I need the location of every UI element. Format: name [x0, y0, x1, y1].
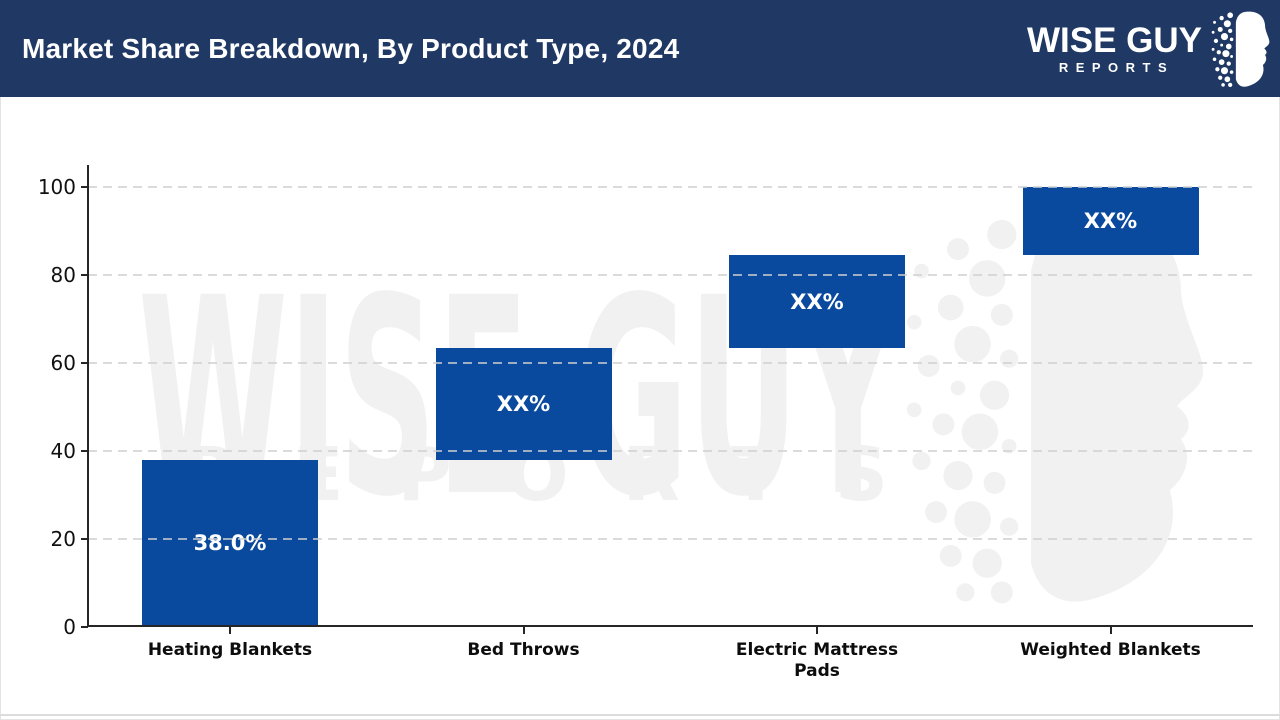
bar-value-label: 38.0%: [193, 531, 267, 556]
y-axis-tick: [81, 538, 88, 540]
gridline-y-100: [88, 186, 1252, 188]
bar-value-label: XX%: [496, 391, 551, 416]
y-axis-line: [87, 165, 89, 627]
x-axis-category-label: Bed Throws: [467, 640, 580, 660]
x-axis-category-label: Electric Mattress Pads: [735, 640, 899, 681]
y-axis-tick-label: 60: [50, 351, 76, 375]
y-axis-tick-label: 0: [63, 615, 76, 639]
x-axis-tick: [816, 627, 818, 634]
logo-wordmark: WISE GUY: [1026, 20, 1202, 60]
bar-value-label: XX%: [1083, 209, 1138, 234]
header-bar: Market Share Breakdown, By Product Type,…: [0, 0, 1280, 97]
bar-weighted-blankets: XX%: [1022, 187, 1199, 256]
wise-guy-reports-logo: WISE GUY REPORTS: [1027, 8, 1280, 90]
x-axis-tick: [522, 627, 525, 634]
x-axis-category-label: Weighted Blankets: [1020, 640, 1201, 660]
x-axis-category-label: Heating Blankets: [147, 640, 313, 660]
bar-electric-mattress-pads: XX%: [729, 255, 905, 349]
bottom-divider-line: [0, 714, 1280, 716]
bar-heating-blankets: 38.0%: [142, 459, 318, 627]
y-axis-tick: [81, 186, 88, 188]
x-axis-line: [87, 625, 1253, 627]
y-axis-tick: [81, 626, 88, 628]
y-axis-tick: [81, 362, 88, 364]
logo-dotted-head-icon: [1211, 11, 1270, 87]
page-title: Market Share Breakdown, By Product Type,…: [22, 32, 680, 64]
y-axis-tick-label: 40: [50, 439, 76, 463]
y-axis-tick: [81, 450, 88, 452]
y-axis-tick-label: 20: [50, 527, 76, 551]
y-axis-tick-label: 80: [50, 263, 76, 287]
gridline-y-20: [88, 538, 1252, 540]
gridline-y-60: [88, 362, 1252, 364]
logo-text: WISE GUY REPORTS: [1026, 20, 1202, 75]
gridline-y-80: [88, 274, 1252, 276]
logo-reports-text: REPORTS: [1058, 59, 1175, 75]
x-axis-tick: [1109, 627, 1112, 634]
x-axis-tick: [229, 627, 231, 634]
bar-value-label: XX%: [790, 289, 844, 314]
bar-bed-throws: XX%: [435, 348, 612, 460]
waterfall-chart: 0 20 40 60 80 100 38.0% Heating Blankets XX% Bed …: [0, 97, 1280, 720]
y-axis-tick-label: 100: [37, 175, 76, 199]
gridline-y-40: [88, 450, 1252, 452]
y-axis-tick: [81, 274, 88, 276]
